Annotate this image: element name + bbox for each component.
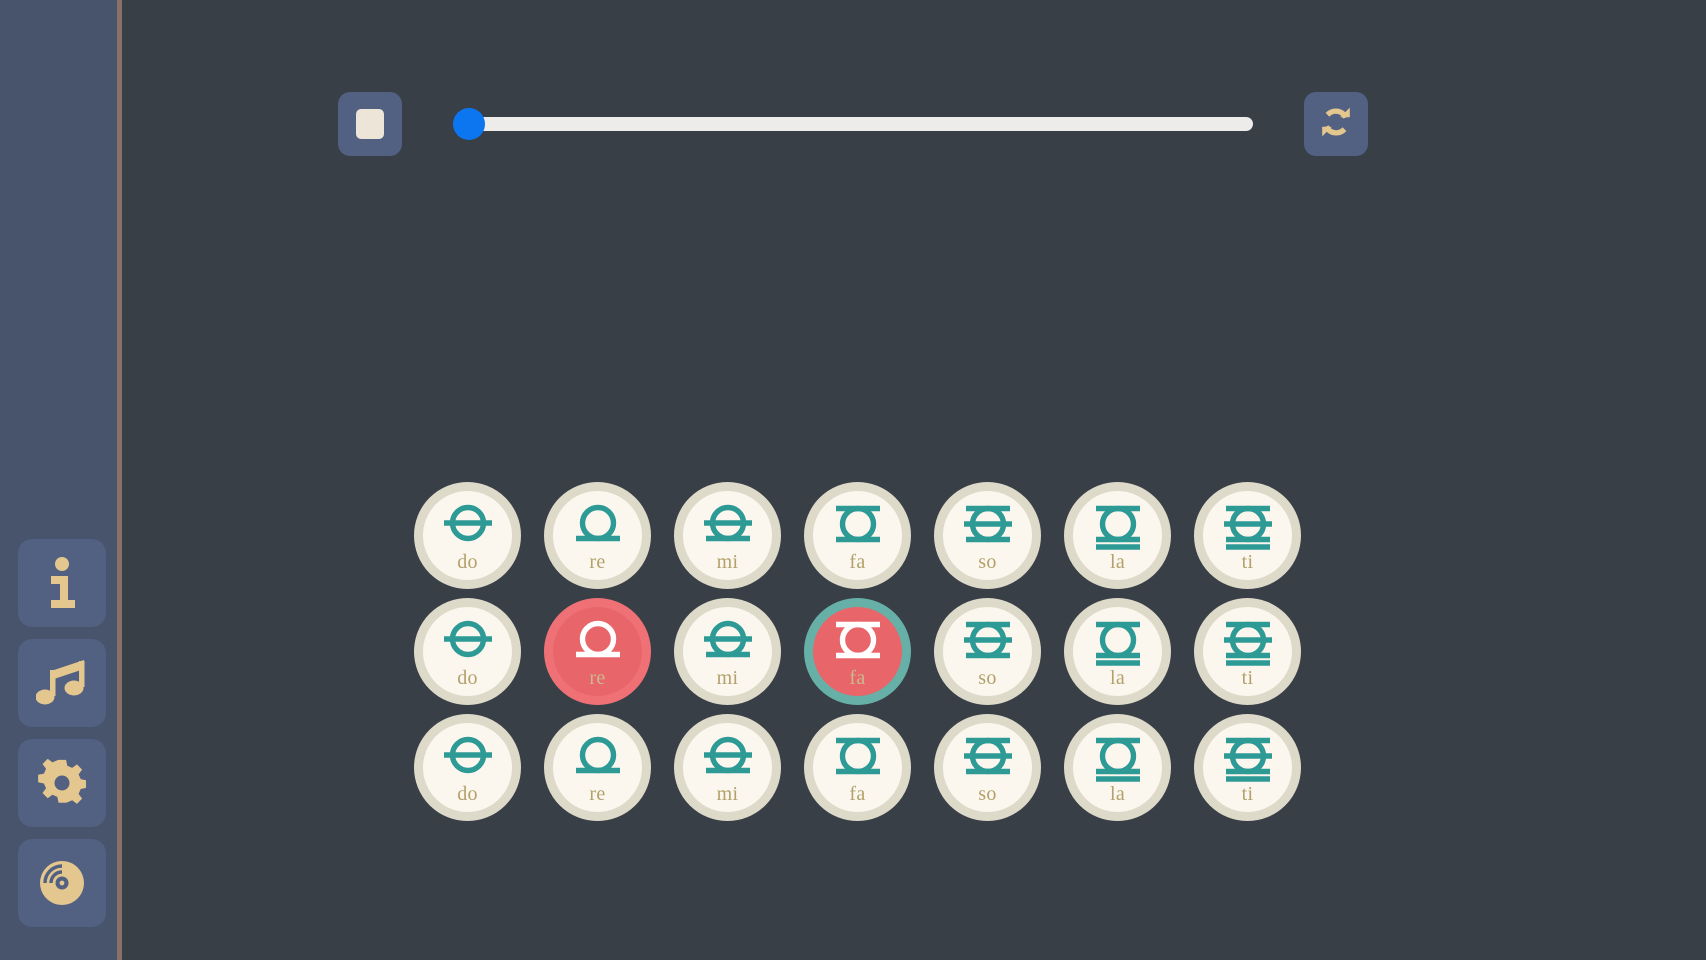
gear-icon <box>38 759 86 807</box>
note-button-fa[interactable]: fa <box>804 482 911 589</box>
note-glyph-fa-icon <box>826 734 890 788</box>
note-button-re[interactable]: re <box>544 598 651 705</box>
note-button-mi[interactable]: mi <box>674 482 781 589</box>
note-glyph-re-icon <box>566 618 630 672</box>
note-glyph-do-icon <box>436 734 500 788</box>
note-label: la <box>1109 666 1126 689</box>
note-glyph-mi-icon <box>696 502 760 556</box>
note-button-so[interactable]: so <box>934 598 1041 705</box>
note-glyph-fa-icon <box>826 502 890 556</box>
note-button-so[interactable]: so <box>934 482 1041 589</box>
note-label: so <box>978 666 997 689</box>
reset-button[interactable] <box>1304 92 1368 156</box>
sidebar <box>0 0 122 960</box>
note-button-ti[interactable]: ti <box>1194 598 1301 705</box>
note-glyph-do-icon <box>436 502 500 556</box>
note-label: so <box>978 550 997 573</box>
note-glyph-re-icon <box>566 734 630 788</box>
note-label: fa <box>849 550 866 573</box>
note-label: re <box>589 666 606 689</box>
note-glyph-ti-icon <box>1216 734 1280 788</box>
note-glyph-ti-icon <box>1216 502 1280 556</box>
note-button-so[interactable]: so <box>934 714 1041 821</box>
note-glyph-ti-icon <box>1216 618 1280 672</box>
note-label: la <box>1109 782 1126 805</box>
note-button-do[interactable]: do <box>414 714 521 821</box>
note-label: mi <box>716 666 739 689</box>
note-label: ti <box>1241 666 1254 689</box>
note-glyph-do-icon <box>436 618 500 672</box>
note-glyph-re-icon <box>566 502 630 556</box>
note-label: do <box>457 550 478 573</box>
note-label: do <box>457 666 478 689</box>
note-button-ti[interactable]: ti <box>1194 482 1301 589</box>
note-row: do re mi fa so la ti <box>414 482 1301 589</box>
note-label: mi <box>716 782 739 805</box>
note-glyph-so-icon <box>956 734 1020 788</box>
main-content: do re mi fa so la ti do re mi fa so la ti do re mi fa so la… <box>122 0 1706 960</box>
note-glyph-mi-icon <box>696 734 760 788</box>
note-glyph-fa-icon <box>826 618 890 672</box>
note-button-re[interactable]: re <box>544 714 651 821</box>
sidebar-item-music[interactable] <box>18 639 106 727</box>
note-button-la[interactable]: la <box>1064 598 1171 705</box>
note-glyph-la-icon <box>1086 502 1150 556</box>
slider-track[interactable] <box>470 117 1253 131</box>
note-label: fa <box>849 782 866 805</box>
slider-thumb[interactable] <box>453 108 485 140</box>
note-label: do <box>457 782 478 805</box>
note-row: do re mi fa so la ti <box>414 714 1301 821</box>
note-label: mi <box>716 550 739 573</box>
note-button-ti[interactable]: ti <box>1194 714 1301 821</box>
transport-bar <box>338 92 1368 156</box>
note-grid: do re mi fa so la ti do re mi fa so la ti do re mi fa so la… <box>414 482 1301 821</box>
note-label: re <box>589 782 606 805</box>
stop-square-icon <box>356 109 384 139</box>
note-label: ti <box>1241 550 1254 573</box>
stop-button[interactable] <box>338 92 402 156</box>
note-label: ti <box>1241 782 1254 805</box>
sidebar-item-record[interactable] <box>18 839 106 927</box>
sidebar-item-settings[interactable] <box>18 739 106 827</box>
note-button-do[interactable]: do <box>414 598 521 705</box>
sidebar-nav <box>18 539 106 927</box>
vinyl-record-icon <box>37 858 87 908</box>
note-button-re[interactable]: re <box>544 482 651 589</box>
note-glyph-mi-icon <box>696 618 760 672</box>
tempo-slider[interactable] <box>453 108 1253 140</box>
note-row: do re mi fa so la ti <box>414 598 1301 705</box>
music-note-icon <box>36 658 88 708</box>
note-button-mi[interactable]: mi <box>674 714 781 821</box>
sidebar-item-info[interactable] <box>18 539 106 627</box>
note-label: so <box>978 782 997 805</box>
note-glyph-la-icon <box>1086 618 1150 672</box>
note-button-fa[interactable]: fa <box>804 598 911 705</box>
note-label: fa <box>849 666 866 689</box>
note-button-fa[interactable]: fa <box>804 714 911 821</box>
note-button-la[interactable]: la <box>1064 482 1171 589</box>
note-glyph-la-icon <box>1086 734 1150 788</box>
note-glyph-so-icon <box>956 502 1020 556</box>
note-button-do[interactable]: do <box>414 482 521 589</box>
info-icon <box>42 557 82 609</box>
refresh-icon <box>1317 103 1355 146</box>
note-label: re <box>589 550 606 573</box>
note-button-la[interactable]: la <box>1064 714 1171 821</box>
note-label: la <box>1109 550 1126 573</box>
note-glyph-so-icon <box>956 618 1020 672</box>
note-button-mi[interactable]: mi <box>674 598 781 705</box>
